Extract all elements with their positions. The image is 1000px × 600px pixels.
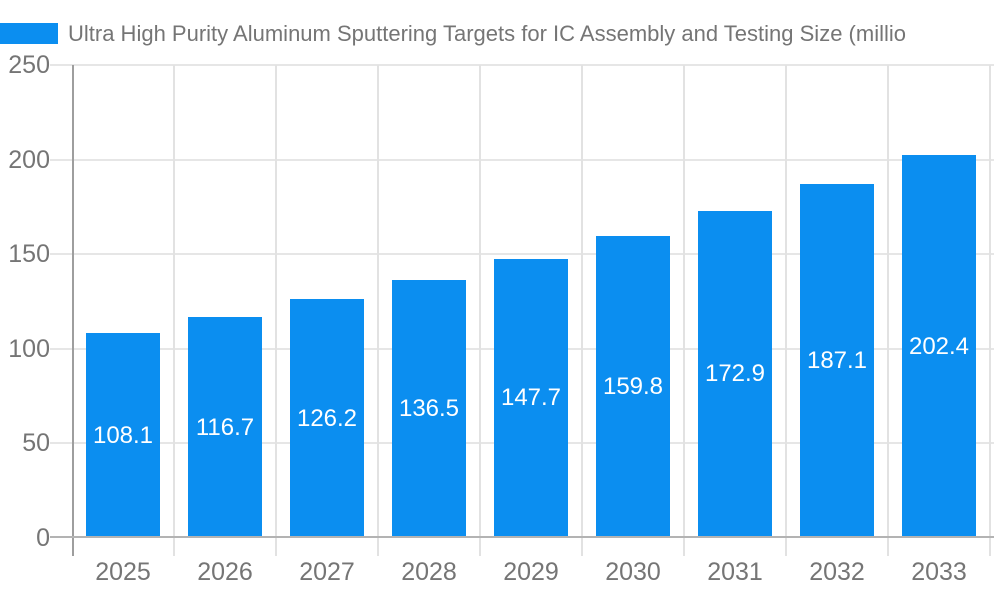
x-gridline	[377, 65, 379, 556]
chart-title: Ultra High Purity Aluminum Sputtering Ta…	[68, 21, 906, 46]
x-tick-label: 2032	[809, 558, 865, 586]
legend-swatch	[0, 23, 58, 44]
bar-value-label: 108.1	[92, 421, 154, 449]
x-tick-label: 2030	[605, 558, 661, 586]
bar-value-label: 159.8	[602, 372, 664, 400]
bar-2033: 202.4	[902, 155, 976, 538]
bar-value-label: 147.7	[500, 384, 562, 412]
bar-2030: 159.8	[596, 235, 670, 538]
y-gridline	[50, 253, 994, 256]
bar-2027: 126.2	[290, 299, 364, 538]
bar-2029: 147.7	[494, 258, 568, 538]
x-tick-label: 2026	[197, 558, 253, 586]
x-tick-label: 2028	[401, 558, 457, 586]
bar-2028: 136.5	[392, 279, 466, 538]
y-tick-label: 150	[8, 240, 50, 269]
x-tick-label: 2031	[707, 558, 763, 586]
bar-value-label: 172.9	[704, 360, 766, 388]
y-gridline	[50, 158, 994, 161]
x-tick-label: 2025	[95, 558, 151, 586]
x-gridline	[887, 65, 889, 556]
x-gridline	[581, 65, 583, 556]
x-tick-label: 2029	[503, 558, 559, 586]
bar-value-label: 202.4	[908, 332, 970, 360]
x-gridline	[989, 65, 991, 556]
y-tick-label: 100	[8, 334, 50, 363]
y-axis-line	[72, 65, 74, 556]
x-tick-label: 2033	[911, 558, 967, 586]
x-gridline	[683, 65, 685, 556]
y-tick-label: 50	[22, 429, 50, 458]
bar-2025: 108.1	[86, 333, 160, 538]
bar-2026: 116.7	[188, 317, 262, 538]
bar-value-label: 116.7	[195, 413, 255, 441]
plot-area: 0 50 100 150 200 250 108.1 2025 116.7 2026 126.2 20…	[8, 51, 994, 586]
x-gridline	[479, 65, 481, 556]
y-tick-label: 200	[8, 145, 50, 174]
bar-2031: 172.9	[698, 210, 772, 538]
y-gridline	[50, 64, 994, 66]
y-tick-label: 250	[8, 51, 50, 79]
x-gridline	[275, 65, 277, 556]
x-gridline	[173, 65, 175, 556]
x-gridline	[785, 65, 787, 556]
y-tick-label: 0	[36, 524, 50, 552]
bar-value-label: 126.2	[296, 404, 358, 432]
x-tick-label: 2027	[299, 558, 355, 586]
bar-2032: 187.1	[800, 184, 874, 538]
bar-value-label: 187.1	[806, 346, 868, 374]
bar-value-label: 136.5	[398, 394, 460, 422]
x-axis-line	[50, 536, 994, 538]
